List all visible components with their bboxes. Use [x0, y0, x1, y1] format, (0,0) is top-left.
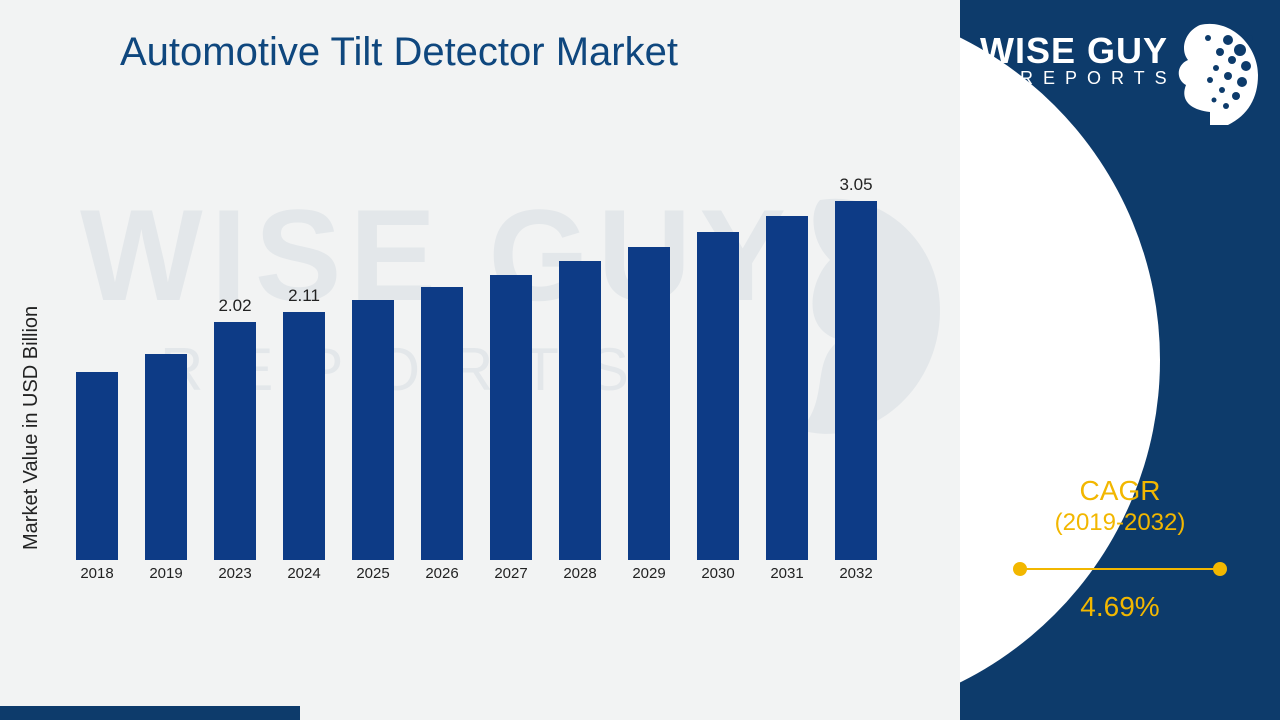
- bottom-accent-bar: [0, 706, 300, 720]
- bar: [490, 275, 532, 560]
- brand-logo: WISE GUY REPORTS: [980, 20, 1260, 120]
- bar: [421, 287, 463, 560]
- bar: [628, 247, 670, 560]
- cagr-range: (2019-2032): [990, 509, 1250, 537]
- x-tick-label: 2028: [563, 565, 596, 582]
- x-tick-label: 2024: [287, 565, 320, 582]
- y-axis-label: Market Value in USD Billion: [20, 306, 43, 550]
- bar: [283, 312, 325, 560]
- bar: [214, 322, 256, 560]
- x-tick-label: 2026: [425, 565, 458, 582]
- bar: [145, 354, 187, 560]
- bar: [559, 261, 601, 560]
- cagr-value: 4.69%: [990, 591, 1250, 623]
- bar-chart: 2.02 2.11 3.05 2018 2019 2023 2024 2025 2026 202…: [70, 160, 900, 590]
- x-tick-label: 2023: [218, 565, 251, 582]
- infographic-canvas: WISE GUY REPORTS Automotive Tilt Detecto…: [0, 0, 1280, 720]
- cagr-label: CAGR: [990, 475, 1250, 507]
- x-tick-label: 2019: [149, 565, 182, 582]
- bar-value-label: 2.11: [288, 286, 320, 306]
- logo-text-line1: WISE GUY: [980, 30, 1177, 72]
- bar-value-label: 3.05: [839, 175, 872, 195]
- logo-text-line2: REPORTS: [1020, 68, 1177, 89]
- x-tick-label: 2027: [494, 565, 527, 582]
- bar: [835, 201, 877, 560]
- bar-value-label: 2.02: [218, 296, 251, 316]
- logo-head-icon: [1170, 20, 1260, 130]
- chart-title: Automotive Tilt Detector Market: [120, 30, 678, 75]
- plot-area: 2.02 2.11 3.05: [70, 160, 900, 560]
- x-tick-label: 2032: [839, 565, 872, 582]
- bar: [352, 300, 394, 560]
- x-tick-label: 2018: [80, 565, 113, 582]
- cagr-block: CAGR (2019-2032) 4.69%: [990, 475, 1250, 623]
- x-tick-label: 2029: [632, 565, 665, 582]
- x-tick-label: 2030: [701, 565, 734, 582]
- bar: [697, 232, 739, 560]
- cagr-divider: [1020, 557, 1220, 581]
- x-tick-label: 2025: [356, 565, 389, 582]
- x-tick-label: 2031: [770, 565, 803, 582]
- bar: [76, 372, 118, 560]
- bar: [766, 216, 808, 560]
